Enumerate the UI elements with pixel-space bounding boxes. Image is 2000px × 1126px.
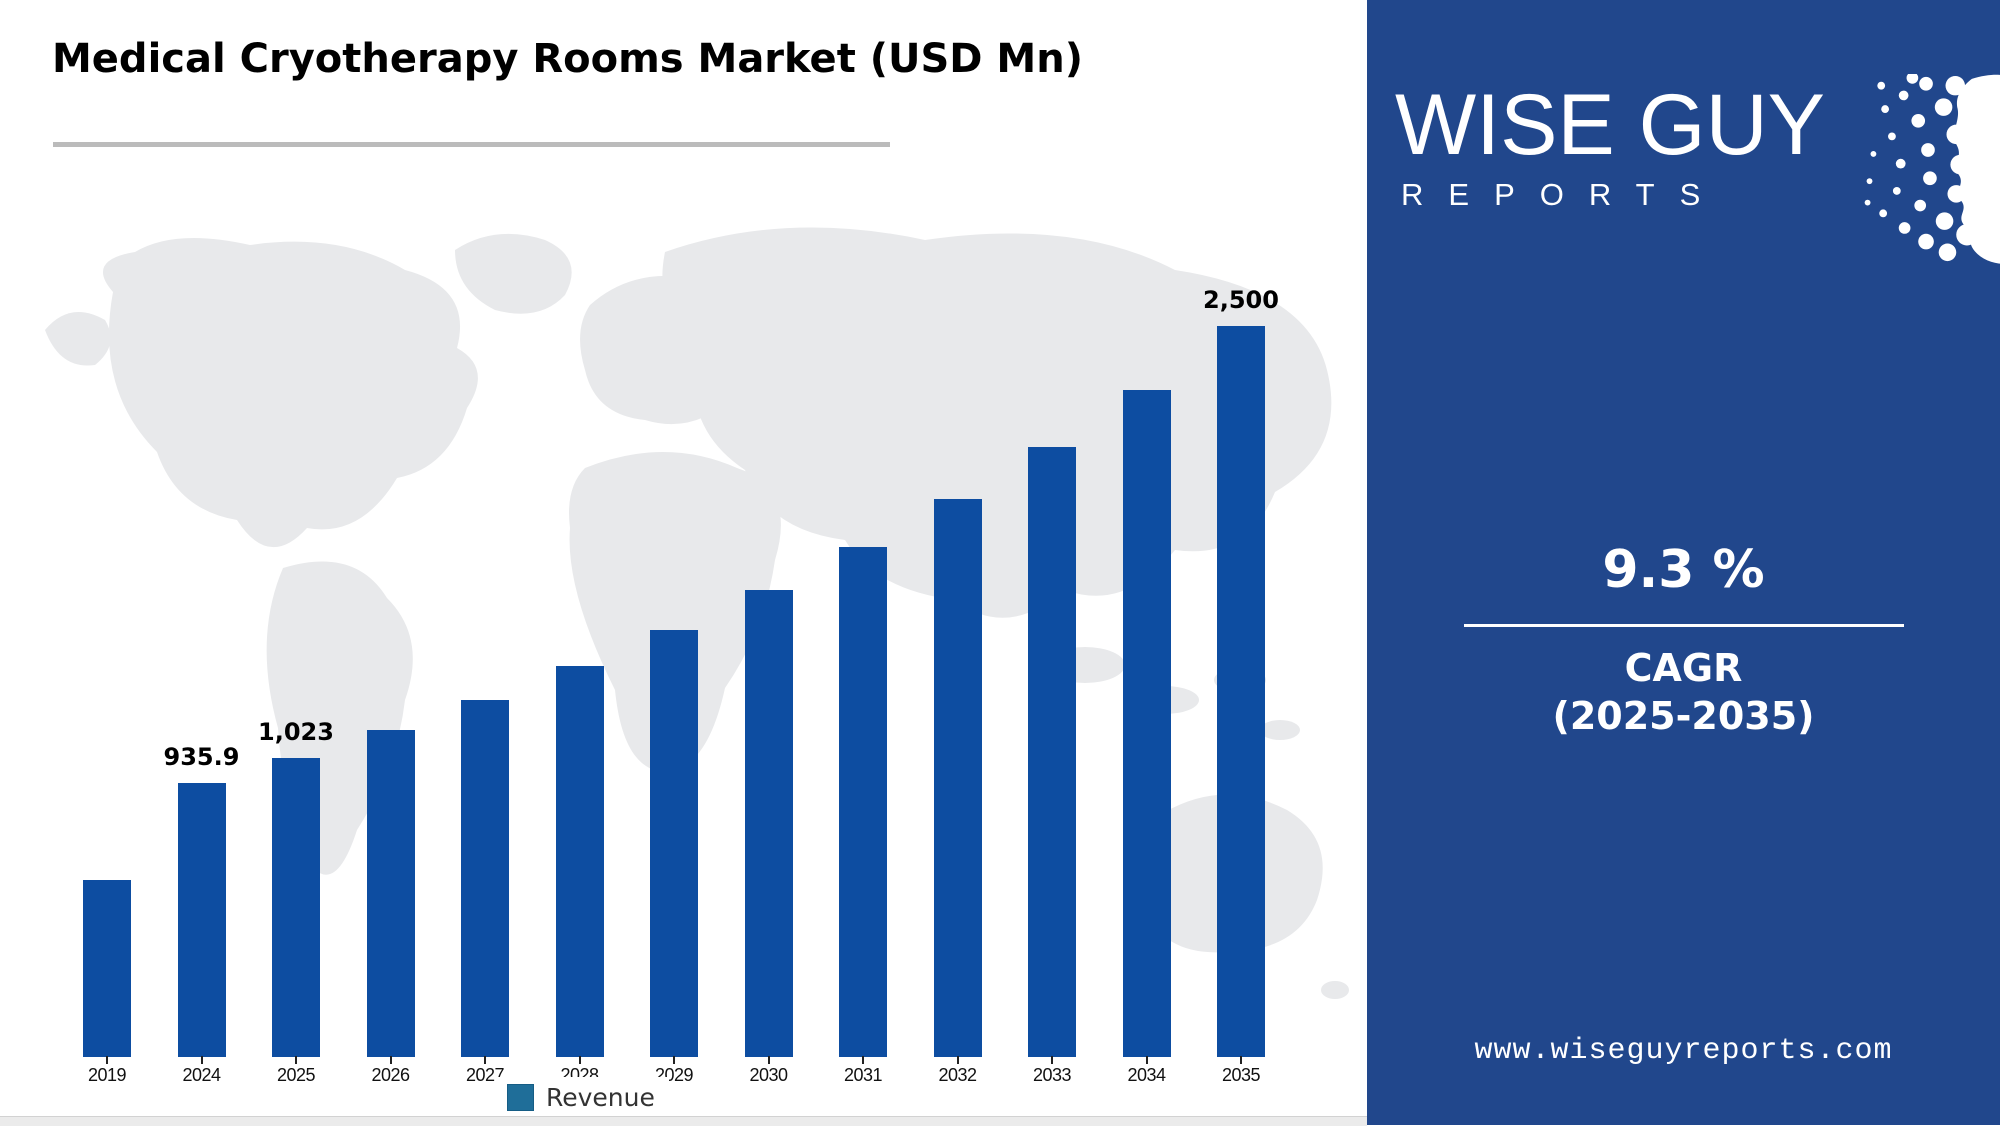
x-axis-tick-2024 xyxy=(200,1056,203,1064)
x-axis-tick-2032 xyxy=(956,1056,959,1064)
cagr-label: CAGR xyxy=(1624,646,1743,690)
x-axis-tick-2033 xyxy=(1051,1056,1053,1064)
bar-2034 xyxy=(1122,390,1171,1057)
logo-subtitle: REPORTS xyxy=(1401,176,1726,212)
x-axis-tick-2027 xyxy=(484,1056,486,1064)
bar-2019 xyxy=(83,880,131,1057)
x-axis-label-2035: 2035 xyxy=(1221,1065,1261,1085)
bar-2028 xyxy=(555,666,604,1057)
x-axis-tick-2031 xyxy=(862,1056,864,1064)
legend-label: Revenue xyxy=(546,1082,655,1112)
bar-2026 xyxy=(366,730,415,1057)
bar-2030 xyxy=(744,590,793,1057)
title-underline xyxy=(53,142,890,147)
cagr-divider xyxy=(1463,624,1904,627)
bar-2035 xyxy=(1217,326,1265,1057)
x-axis-label-2025: 2025 xyxy=(276,1065,316,1085)
dotted-face-profile-icon xyxy=(1864,74,2000,264)
x-axis-label-2024: 2024 xyxy=(182,1065,221,1085)
x-axis-tick-2034 xyxy=(1145,1056,1148,1064)
x-axis-label-2032: 2032 xyxy=(938,1065,977,1085)
bar-2025 xyxy=(272,758,320,1057)
x-axis-tick-2030 xyxy=(767,1056,770,1064)
website-link[interactable]: www.wiseguyreports.com xyxy=(1474,1034,1893,1068)
x-axis-label-2027: 2027 xyxy=(465,1065,505,1085)
legend-item-revenue[interactable]: Revenue xyxy=(497,1077,669,1117)
x-axis-tick-2026 xyxy=(389,1056,392,1064)
x-axis-label-2034: 2034 xyxy=(1127,1065,1166,1085)
x-axis-label-2030: 2030 xyxy=(749,1065,788,1085)
bar-value-label-2025: 1,023 xyxy=(258,718,334,746)
bar-2031 xyxy=(839,547,887,1057)
cagr-block: 9.3 % CAGR (2025-2035) xyxy=(1367,540,2000,740)
sidebar: WISE GUY REPORTS 9.3 % CAGR xyxy=(1367,0,2000,1125)
x-axis-tick-2029 xyxy=(673,1056,675,1064)
cagr-range: (2025-2035) xyxy=(1552,693,1815,738)
x-axis-label-2033: 2033 xyxy=(1032,1065,1072,1085)
bar-2032 xyxy=(933,499,982,1057)
bar-2033 xyxy=(1028,447,1076,1057)
bar-value-label-2024: 935.9 xyxy=(163,743,240,771)
x-axis-tick-2025 xyxy=(295,1056,297,1064)
cagr-value: 9.3 % xyxy=(1602,540,1765,600)
page-title: Medical Cryotherapy Rooms Market (USD Mn… xyxy=(52,36,1083,82)
x-axis-tick-2019 xyxy=(106,1056,108,1064)
x-axis-label-2031: 2031 xyxy=(843,1065,883,1085)
x-axis-tick-2028 xyxy=(578,1056,581,1064)
chart-area: Medical Cryotherapy Rooms Market (USD Mn… xyxy=(0,36,1367,1126)
bar-2024 xyxy=(177,783,226,1057)
x-axis-label-2026: 2026 xyxy=(371,1065,410,1085)
bar-2027 xyxy=(461,700,509,1057)
bar-value-label-2035: 2,500 xyxy=(1203,286,1279,314)
bottom-scrollbar-strip xyxy=(0,1116,1367,1126)
x-axis-tick-2035 xyxy=(1240,1056,1242,1064)
wise-guy-reports-logo: WISE GUY REPORTS xyxy=(1395,74,2000,264)
logo-wordmark: WISE GUY xyxy=(1395,77,1826,173)
x-axis-label-2019: 2019 xyxy=(87,1065,127,1085)
legend-swatch-icon xyxy=(507,1083,534,1111)
bar-2029 xyxy=(650,630,698,1057)
